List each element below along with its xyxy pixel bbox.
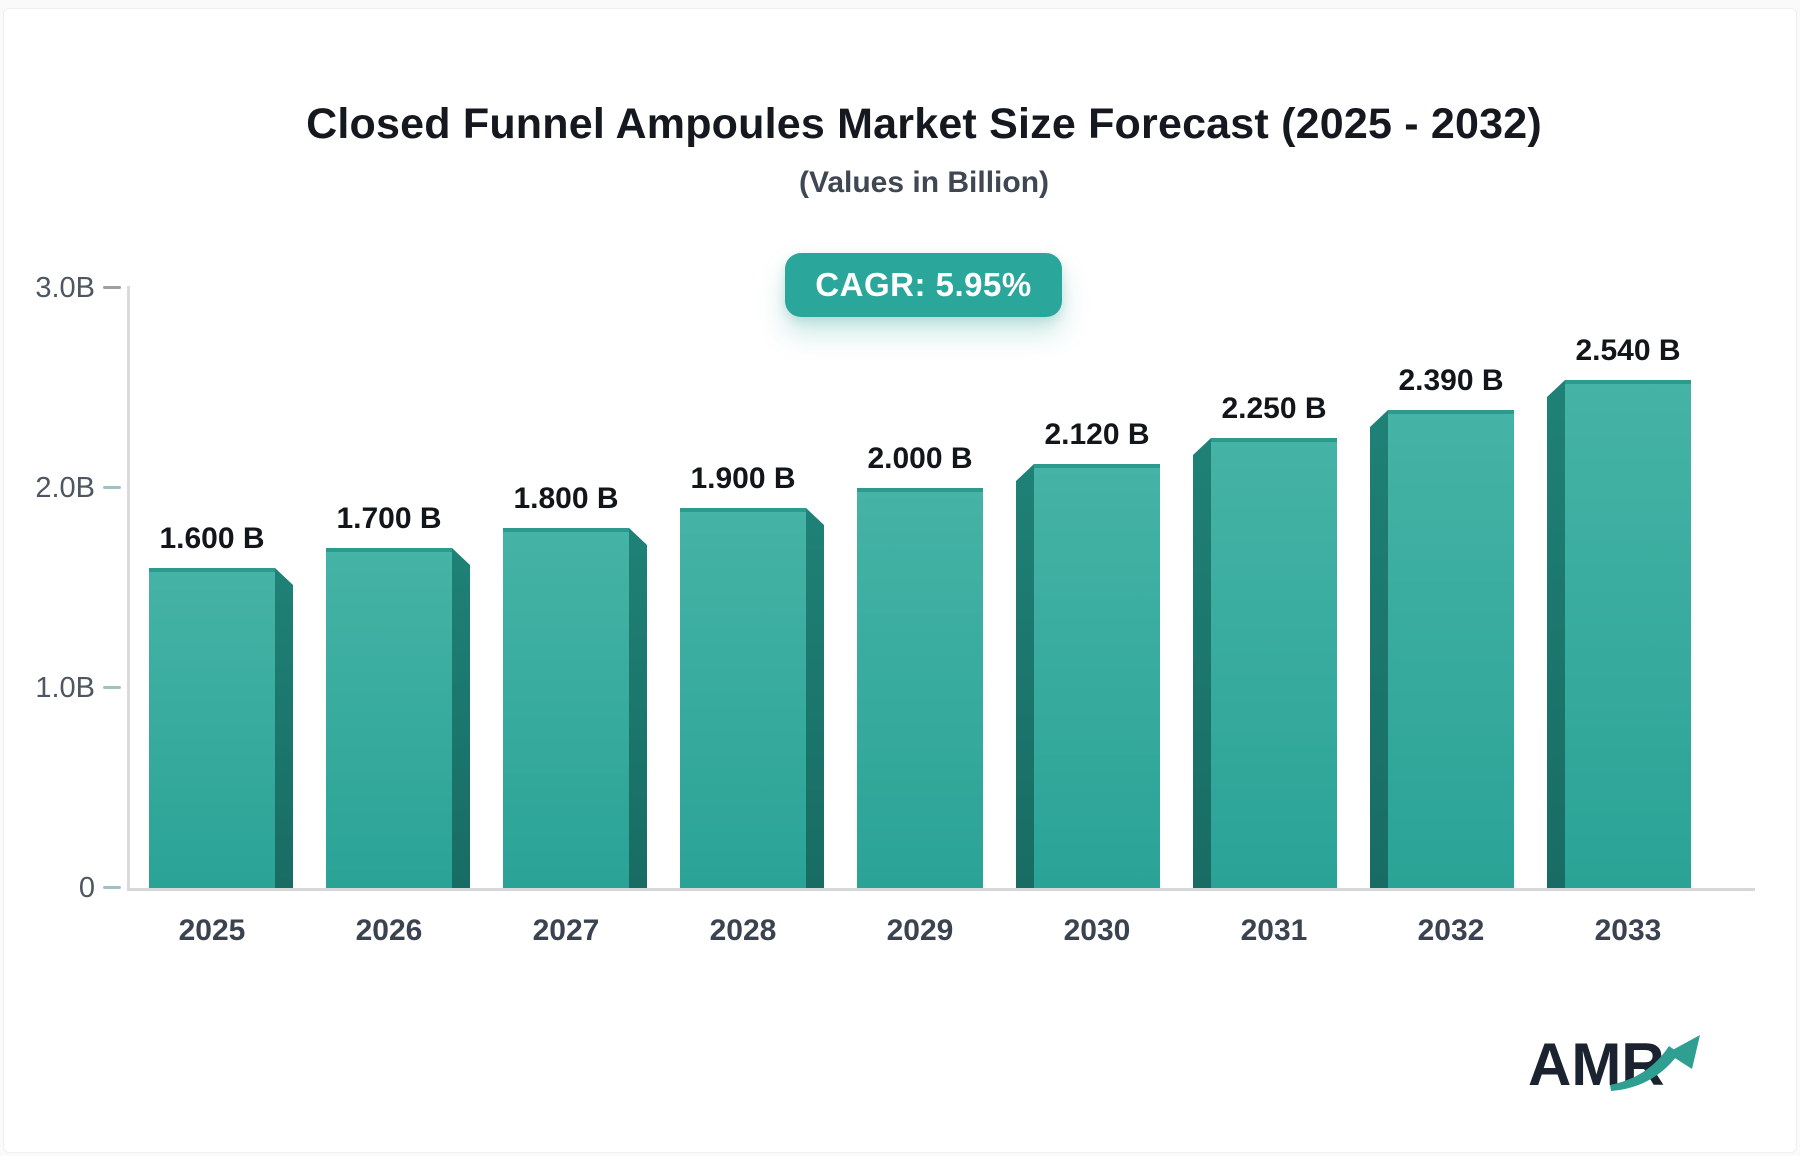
bar-2025 (149, 568, 275, 888)
x-axis-year-label: 2031 (1240, 914, 1308, 947)
bar-value-label: 2.540 B (1575, 334, 1681, 367)
y-axis-line (127, 286, 130, 890)
bar-2031 (1211, 438, 1337, 888)
bar-2028-side (806, 508, 824, 888)
page-title: Closed Funnel Ampoules Market Size Forec… (306, 100, 1542, 148)
bar-value-label: 2.000 B (867, 442, 973, 475)
y-axis-tick-label: 2.0B (35, 472, 95, 504)
y-axis-tick-label: 0 (78, 872, 95, 904)
bar-2032 (1388, 410, 1514, 888)
bar-value-label: 2.390 B (1398, 364, 1504, 397)
bar-value-label: 1.800 B (513, 482, 619, 515)
x-axis-line (127, 888, 1755, 891)
bar-2029 (857, 488, 983, 888)
bar-2032-side (1370, 410, 1388, 888)
amr-logo: AMR (1528, 1030, 1718, 1120)
y-axis-tick-label: 3.0B (35, 272, 95, 304)
x-axis-year-label: 2025 (178, 914, 246, 947)
bar-2030 (1034, 464, 1160, 888)
bar-2026 (326, 548, 452, 888)
bar-value-label: 1.600 B (159, 522, 265, 555)
page-subtitle: (Values in Billion) (798, 166, 1050, 199)
bar-value-label: 2.250 B (1221, 392, 1327, 425)
x-axis-year-label: 2028 (709, 914, 777, 947)
cagr-badge: CAGR: 5.95% (785, 253, 1062, 317)
bar-2033-side (1547, 380, 1565, 888)
bar-value-label: 1.900 B (690, 462, 796, 495)
y-axis-tick (103, 886, 121, 889)
y-axis-tick (103, 686, 121, 689)
amr-logo-text: AMR (1528, 1031, 1665, 1098)
y-axis-tick (103, 486, 121, 489)
bar-2027 (503, 528, 629, 888)
bar-2031-side (1193, 438, 1211, 888)
bar-2030-side (1016, 464, 1034, 888)
bar-2033 (1565, 380, 1691, 888)
bar-2027-side (629, 528, 647, 888)
bar-value-label: 1.700 B (336, 502, 442, 535)
bar-2025-side (275, 568, 293, 888)
x-axis-year-label: 2029 (886, 914, 954, 947)
y-axis-tick-label: 1.0B (35, 672, 95, 704)
bar-value-label: 2.120 B (1044, 418, 1150, 451)
x-axis-year-label: 2027 (532, 914, 600, 947)
x-axis-year-label: 2026 (355, 914, 423, 947)
y-axis-tick (103, 286, 121, 289)
x-axis-year-label: 2033 (1594, 914, 1662, 947)
bar-2026-side (452, 548, 470, 888)
amr-logo-arrow-icon (1610, 1035, 1700, 1091)
cagr-badge-label: CAGR: 5.95% (815, 266, 1032, 303)
x-axis-year-label: 2032 (1417, 914, 1485, 947)
x-axis-year-label: 2030 (1063, 914, 1131, 947)
bar-2028 (680, 508, 806, 888)
